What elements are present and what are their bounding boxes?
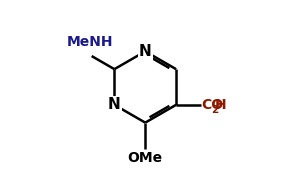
Text: H: H [215,98,227,112]
Text: OMe: OMe [128,151,163,165]
Text: N: N [108,97,121,112]
Text: 2: 2 [211,105,218,115]
Text: CO: CO [201,98,224,112]
Text: N: N [139,44,152,59]
Text: MeNH: MeNH [67,36,113,50]
